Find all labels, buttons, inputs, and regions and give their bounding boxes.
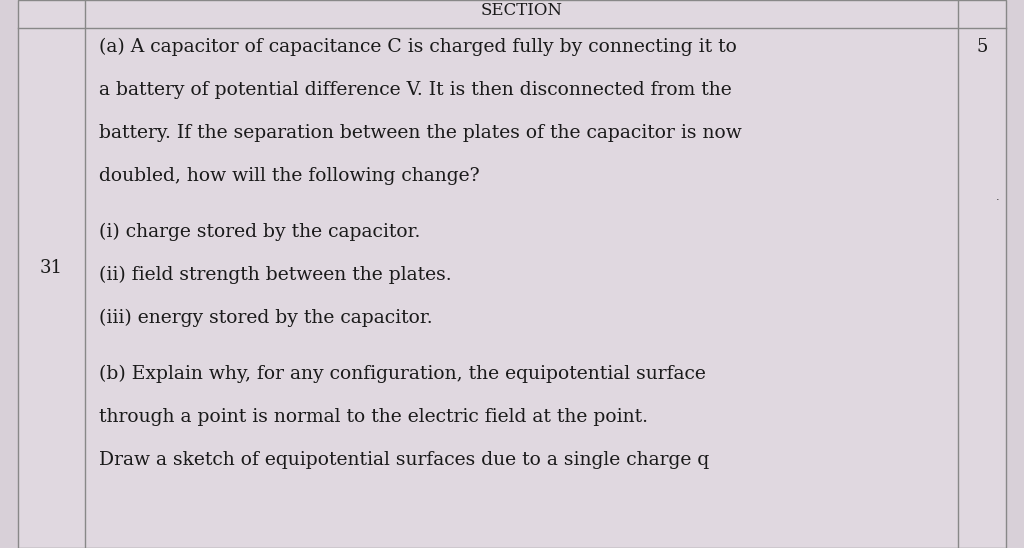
Text: (i) charge stored by the capacitor.: (i) charge stored by the capacitor. [99,223,421,241]
Text: ·: · [996,195,999,205]
Text: (ii) field strength between the plates.: (ii) field strength between the plates. [99,266,452,284]
Text: through a point is normal to the electric field at the point.: through a point is normal to the electri… [99,408,648,426]
Text: battery. If the separation between the plates of the capacitor is now: battery. If the separation between the p… [99,124,741,142]
Text: (b) Explain why, for any configuration, the equipotential surface: (b) Explain why, for any configuration, … [99,365,706,383]
Text: doubled, how will the following change?: doubled, how will the following change? [99,167,479,185]
Text: Draw a sketch of equipotential surfaces due to a single charge q: Draw a sketch of equipotential surfaces … [99,451,710,469]
Text: (a) A capacitor of capacitance C is charged fully by connecting it to: (a) A capacitor of capacitance C is char… [99,38,737,56]
Text: 5: 5 [976,38,988,56]
Text: a battery of potential difference V. It is then disconnected from the: a battery of potential difference V. It … [99,81,732,99]
Text: (iii) energy stored by the capacitor.: (iii) energy stored by the capacitor. [99,309,432,327]
Text: SECTION: SECTION [480,2,562,19]
Text: 31: 31 [40,259,63,277]
